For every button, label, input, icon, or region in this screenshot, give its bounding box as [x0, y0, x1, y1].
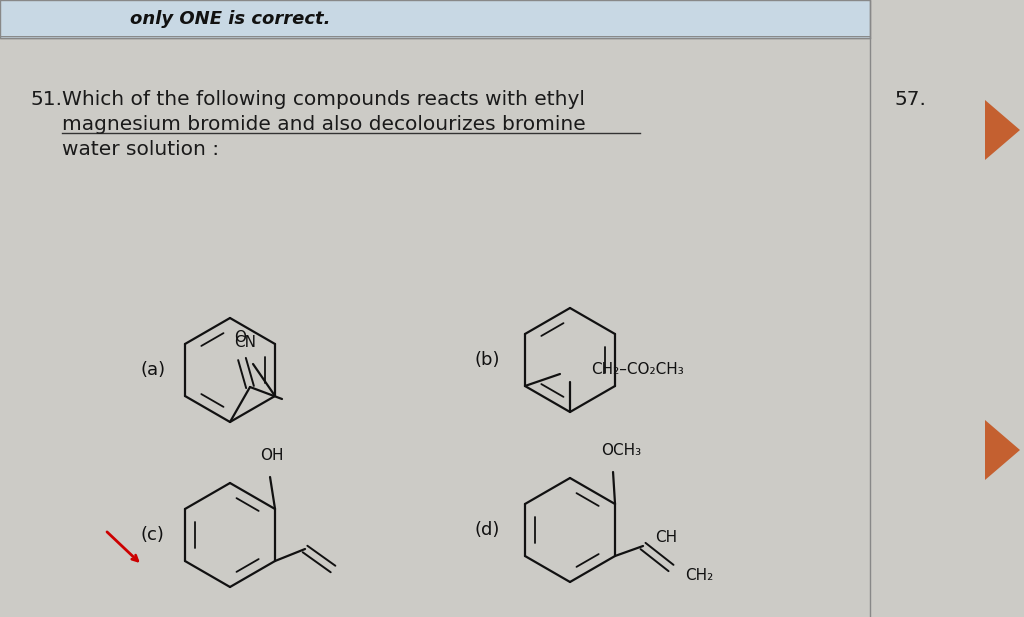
Text: Which of the following compounds reacts with ethyl: Which of the following compounds reacts …: [62, 90, 585, 109]
Text: CH₂: CH₂: [685, 568, 714, 584]
Text: 51.: 51.: [30, 90, 62, 109]
Text: CH₂–CO₂CH₃: CH₂–CO₂CH₃: [592, 363, 684, 378]
Text: magnesium bromide and also decolourizes bromine: magnesium bromide and also decolourizes …: [62, 115, 586, 134]
Polygon shape: [985, 100, 1020, 160]
Text: OCH₃: OCH₃: [601, 443, 641, 458]
Text: (d): (d): [475, 521, 501, 539]
Text: O: O: [234, 330, 246, 345]
Bar: [0, 0, 870, 38]
Text: only ONE is correct.: only ONE is correct.: [130, 10, 331, 28]
Text: CN: CN: [234, 335, 256, 350]
Text: CH: CH: [655, 531, 677, 545]
Text: 57.: 57.: [895, 90, 927, 109]
Text: (a): (a): [140, 361, 165, 379]
Polygon shape: [985, 420, 1020, 480]
Text: (c): (c): [140, 526, 164, 544]
Text: water solution :: water solution :: [62, 140, 219, 159]
Text: (b): (b): [475, 351, 501, 369]
Text: OH: OH: [260, 448, 284, 463]
